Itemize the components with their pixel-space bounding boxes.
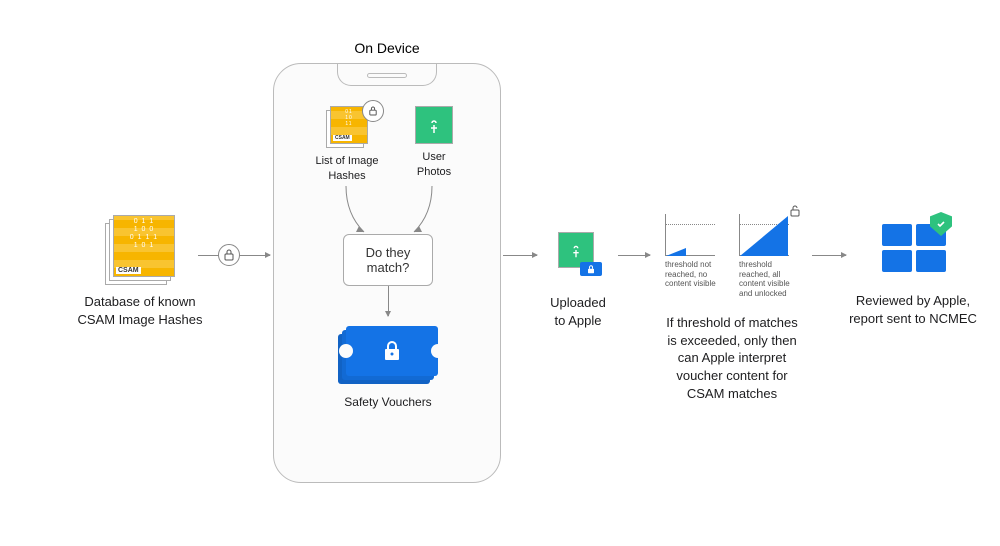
phone-hash-tile: 011011 CSAM List of Image Hashes: [312, 106, 382, 184]
arrow-upload-to-threshold: [618, 255, 650, 256]
csam-tag: CSAM: [116, 267, 141, 274]
hash-stack-icon: 0 1 11 0 00 1 1 11 0 1 CSAM: [105, 215, 175, 285]
phone-user-photo: User Photos: [404, 106, 464, 180]
arrow-match-to-voucher: [388, 286, 389, 316]
stage-threshold: threshold not reached, no content visibl…: [656, 214, 808, 402]
phone-photo-label: User Photos: [404, 150, 464, 180]
uploaded-photo-icon: [558, 232, 598, 272]
voucher-icon: [338, 326, 438, 384]
voucher-badge-icon: [580, 262, 602, 276]
stage-review: Reviewed by Apple, report sent to NCMEC: [848, 222, 978, 327]
lock-icon: [362, 100, 384, 122]
match-question-text: Do they match?: [366, 245, 411, 275]
chart-right-caption: threshold reached, all content visible a…: [739, 260, 803, 298]
unlock-icon: [789, 204, 801, 217]
stage-database-label: Database of known CSAM Image Hashes: [75, 293, 205, 328]
phone-notch-icon: [337, 64, 437, 86]
stage-review-label: Reviewed by Apple, report sent to NCMEC: [848, 292, 978, 327]
phone-title: On Device: [273, 40, 501, 56]
voucher-label: Safety Vouchers: [338, 394, 438, 410]
match-question-box: Do they match?: [343, 234, 433, 286]
phone-hash-label: List of Image Hashes: [312, 154, 382, 184]
stage-uploaded: Uploaded to Apple: [543, 232, 613, 329]
voucher-block: Safety Vouchers: [338, 326, 438, 410]
lock-icon: [218, 244, 240, 266]
chart-left-caption: threshold not reached, no content visibl…: [665, 260, 727, 289]
stage-database: 0 1 11 0 00 1 1 11 0 1 CSAM Database of …: [75, 215, 205, 328]
chart-below-threshold-icon: [665, 214, 715, 256]
stage-threshold-label: If threshold of matches is exceeded, onl…: [656, 314, 808, 402]
chart-above-threshold-icon: [739, 214, 789, 256]
arrow-phone-to-upload: [503, 255, 537, 256]
phone-outline: 011011 CSAM List of Image Hashes User Ph…: [273, 63, 501, 483]
stage-uploaded-label: Uploaded to Apple: [543, 294, 613, 329]
photo-tile-icon: [415, 106, 453, 144]
arrow-threshold-to-review: [812, 255, 846, 256]
puzzle-review-icon: [878, 222, 948, 272]
